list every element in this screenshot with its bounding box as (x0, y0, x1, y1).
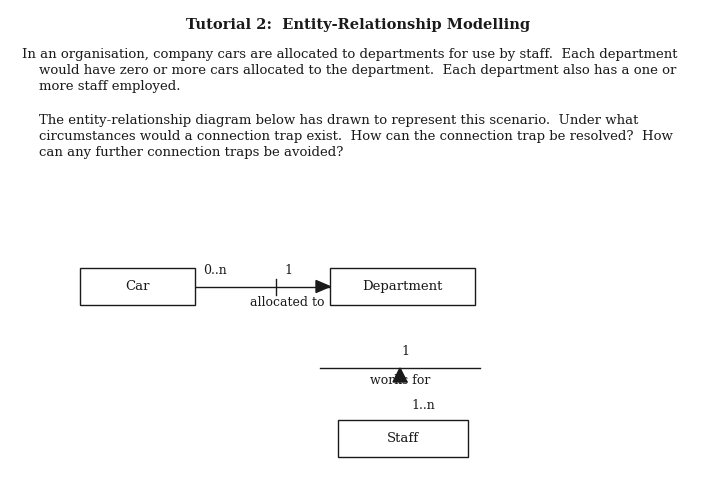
Text: can any further connection traps be avoided?: can any further connection traps be avoi… (22, 146, 344, 159)
Text: allocated to: allocated to (250, 297, 324, 309)
Bar (338, 420, 468, 457)
Text: works for: works for (370, 374, 430, 387)
Text: Department: Department (362, 280, 442, 293)
Bar (80, 268, 195, 305)
Text: 0..n: 0..n (203, 264, 227, 277)
Text: Tutorial 2:  Entity-Relationship Modelling: Tutorial 2: Entity-Relationship Modellin… (186, 18, 530, 32)
Text: 1..n: 1..n (411, 399, 435, 412)
Text: circumstances would a connection trap exist.  How can the connection trap be res: circumstances would a connection trap ex… (22, 130, 673, 143)
Polygon shape (316, 281, 330, 292)
Text: Car: Car (125, 280, 150, 293)
Text: 1: 1 (284, 264, 292, 277)
Text: more staff employed.: more staff employed. (22, 80, 180, 93)
Text: 1: 1 (401, 345, 409, 358)
Text: The entity-relationship diagram below has drawn to represent this scenario.  Und: The entity-relationship diagram below ha… (22, 114, 639, 127)
Polygon shape (393, 368, 407, 382)
Text: In an organisation, company cars are allocated to departments for use by staff. : In an organisation, company cars are all… (22, 48, 677, 61)
Text: would have zero or more cars allocated to the department.  Each department also : would have zero or more cars allocated t… (22, 64, 677, 77)
Text: Staff: Staff (387, 432, 419, 445)
Bar (330, 268, 475, 305)
